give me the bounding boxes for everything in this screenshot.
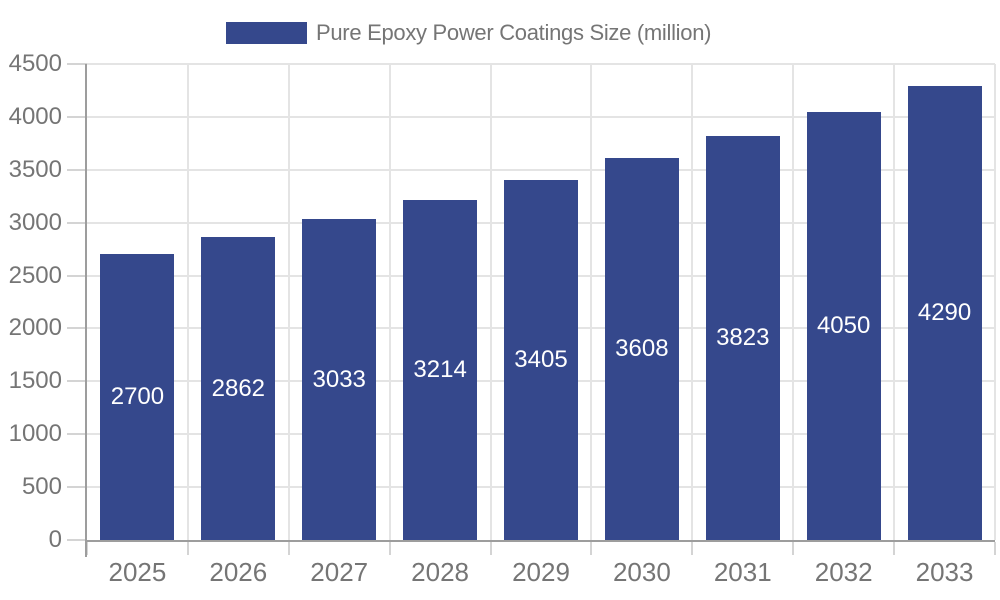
y-axis-tick bbox=[67, 327, 87, 330]
y-tick-label: 500 bbox=[21, 473, 62, 501]
x-gridline bbox=[287, 64, 290, 540]
x-axis-tick bbox=[287, 542, 290, 555]
y-tick-label: 2000 bbox=[8, 314, 62, 342]
bar-value-label: 3214 bbox=[413, 356, 467, 383]
y-axis-tick bbox=[67, 486, 87, 489]
x-gridline bbox=[590, 64, 593, 540]
bar-value-label: 3608 bbox=[615, 335, 669, 363]
x-axis-line bbox=[85, 540, 995, 542]
y-gridline bbox=[87, 168, 995, 171]
bar[interactable] bbox=[604, 158, 679, 540]
x-axis-tick bbox=[86, 542, 88, 555]
x-tick-label: 2027 bbox=[310, 557, 369, 587]
bar[interactable] bbox=[705, 135, 780, 540]
bar[interactable] bbox=[907, 86, 982, 540]
legend-swatch bbox=[226, 22, 307, 44]
y-tick-label: 4000 bbox=[8, 102, 62, 130]
y-axis-line bbox=[85, 64, 87, 557]
y-tick-label: 1000 bbox=[8, 420, 62, 448]
y-axis-tick bbox=[67, 168, 87, 171]
x-tick-label: 2026 bbox=[209, 557, 268, 587]
y-gridline bbox=[87, 63, 995, 65]
bar-value-label: 4290 bbox=[917, 299, 972, 327]
x-tick-label: 2028 bbox=[411, 557, 470, 587]
x-tick-label: 2025 bbox=[108, 557, 167, 587]
bar[interactable] bbox=[403, 200, 478, 540]
y-axis-tick bbox=[67, 433, 87, 436]
y-axis-tick bbox=[67, 380, 87, 383]
x-axis-tick bbox=[994, 542, 996, 555]
x-gridline bbox=[388, 64, 391, 540]
bar[interactable] bbox=[806, 111, 881, 540]
y-axis-tick bbox=[67, 274, 87, 277]
y-tick-label: 2500 bbox=[8, 261, 62, 289]
y-axis-tick bbox=[67, 221, 87, 224]
bar-value-label: 3405 bbox=[514, 345, 568, 373]
bar-value-label: 2862 bbox=[211, 374, 266, 402]
x-axis-tick bbox=[388, 542, 391, 555]
x-gridline bbox=[489, 64, 492, 540]
x-gridline bbox=[691, 64, 694, 540]
x-gridline bbox=[186, 64, 189, 540]
y-tick-label: 1500 bbox=[8, 367, 62, 395]
x-gridline bbox=[893, 64, 896, 540]
legend-item[interactable]: Pure Epoxy Power Coatings Size (million) bbox=[226, 20, 711, 46]
x-tick-label: 2029 bbox=[512, 557, 570, 587]
y-axis-tick bbox=[67, 115, 87, 118]
y-tick-label: 0 bbox=[48, 526, 62, 553]
bar-value-label: 2700 bbox=[110, 383, 165, 411]
y-axis-tick bbox=[67, 63, 87, 65]
x-gridline bbox=[994, 64, 996, 540]
y-tick-label: 3000 bbox=[8, 208, 62, 236]
x-gridline bbox=[792, 64, 795, 540]
x-axis-tick bbox=[893, 542, 896, 555]
x-axis-tick bbox=[792, 542, 795, 555]
y-tick-label: 4500 bbox=[8, 50, 62, 77]
x-tick-label: 2030 bbox=[612, 557, 671, 587]
y-axis-tick bbox=[67, 539, 87, 541]
x-axis-tick bbox=[186, 542, 189, 555]
bar[interactable] bbox=[100, 254, 175, 540]
x-tick-label: 2032 bbox=[814, 557, 873, 587]
y-tick-label: 3500 bbox=[8, 155, 62, 183]
x-axis-tick bbox=[590, 542, 593, 555]
x-axis-tick bbox=[691, 542, 694, 555]
bar-value-label: 3823 bbox=[716, 323, 770, 351]
bar[interactable] bbox=[201, 237, 276, 540]
bar-value-label: 3033 bbox=[312, 365, 366, 393]
bar-value-label: 4050 bbox=[816, 311, 871, 339]
x-tick-label: 2033 bbox=[915, 557, 974, 587]
legend-label: Pure Epoxy Power Coatings Size (million) bbox=[316, 20, 712, 45]
x-tick-label: 2031 bbox=[713, 557, 772, 587]
x-axis-tick bbox=[489, 542, 492, 555]
y-gridline bbox=[87, 115, 995, 118]
bar[interactable] bbox=[302, 219, 377, 540]
bar[interactable] bbox=[504, 179, 578, 540]
